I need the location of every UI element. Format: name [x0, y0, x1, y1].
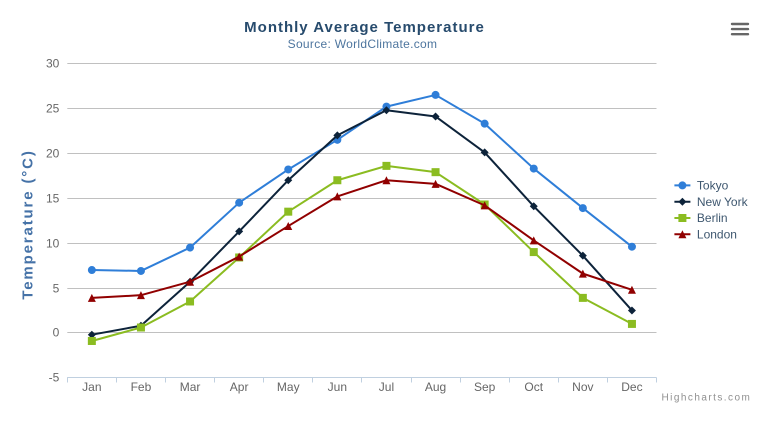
svg-text:15: 15: [46, 192, 60, 206]
svg-text:Dec: Dec: [621, 380, 642, 394]
svg-text:-5: -5: [49, 371, 60, 385]
svg-text:5: 5: [53, 282, 60, 296]
svg-text:0: 0: [53, 326, 60, 340]
svg-text:10: 10: [46, 237, 60, 251]
svg-text:Aug: Aug: [425, 380, 446, 394]
svg-text:Mar: Mar: [180, 380, 201, 394]
svg-text:Highcharts.com: Highcharts.com: [662, 393, 752, 404]
svg-text:Nov: Nov: [572, 380, 593, 394]
svg-text:30: 30: [46, 57, 60, 71]
svg-text:25: 25: [46, 102, 60, 116]
svg-text:Tokyo: Tokyo: [697, 179, 729, 193]
svg-text:Sep: Sep: [474, 380, 496, 394]
svg-text:Jun: Jun: [328, 380, 347, 394]
svg-text:New York: New York: [697, 195, 749, 209]
svg-text:Berlin: Berlin: [697, 211, 728, 225]
svg-text:Monthly Average Temperature: Monthly Average Temperature: [244, 19, 485, 36]
svg-text:20: 20: [46, 147, 60, 161]
svg-text:Oct: Oct: [524, 380, 543, 394]
svg-text:Temperature (°C): Temperature (°C): [20, 149, 37, 299]
svg-text:May: May: [277, 380, 300, 394]
svg-text:Apr: Apr: [230, 380, 249, 394]
svg-text:Feb: Feb: [131, 380, 152, 394]
svg-text:Source: WorldClimate.com: Source: WorldClimate.com: [288, 37, 438, 51]
svg-text:Jan: Jan: [82, 380, 101, 394]
svg-text:Jul: Jul: [379, 380, 394, 394]
svg-text:London: London: [697, 228, 737, 242]
